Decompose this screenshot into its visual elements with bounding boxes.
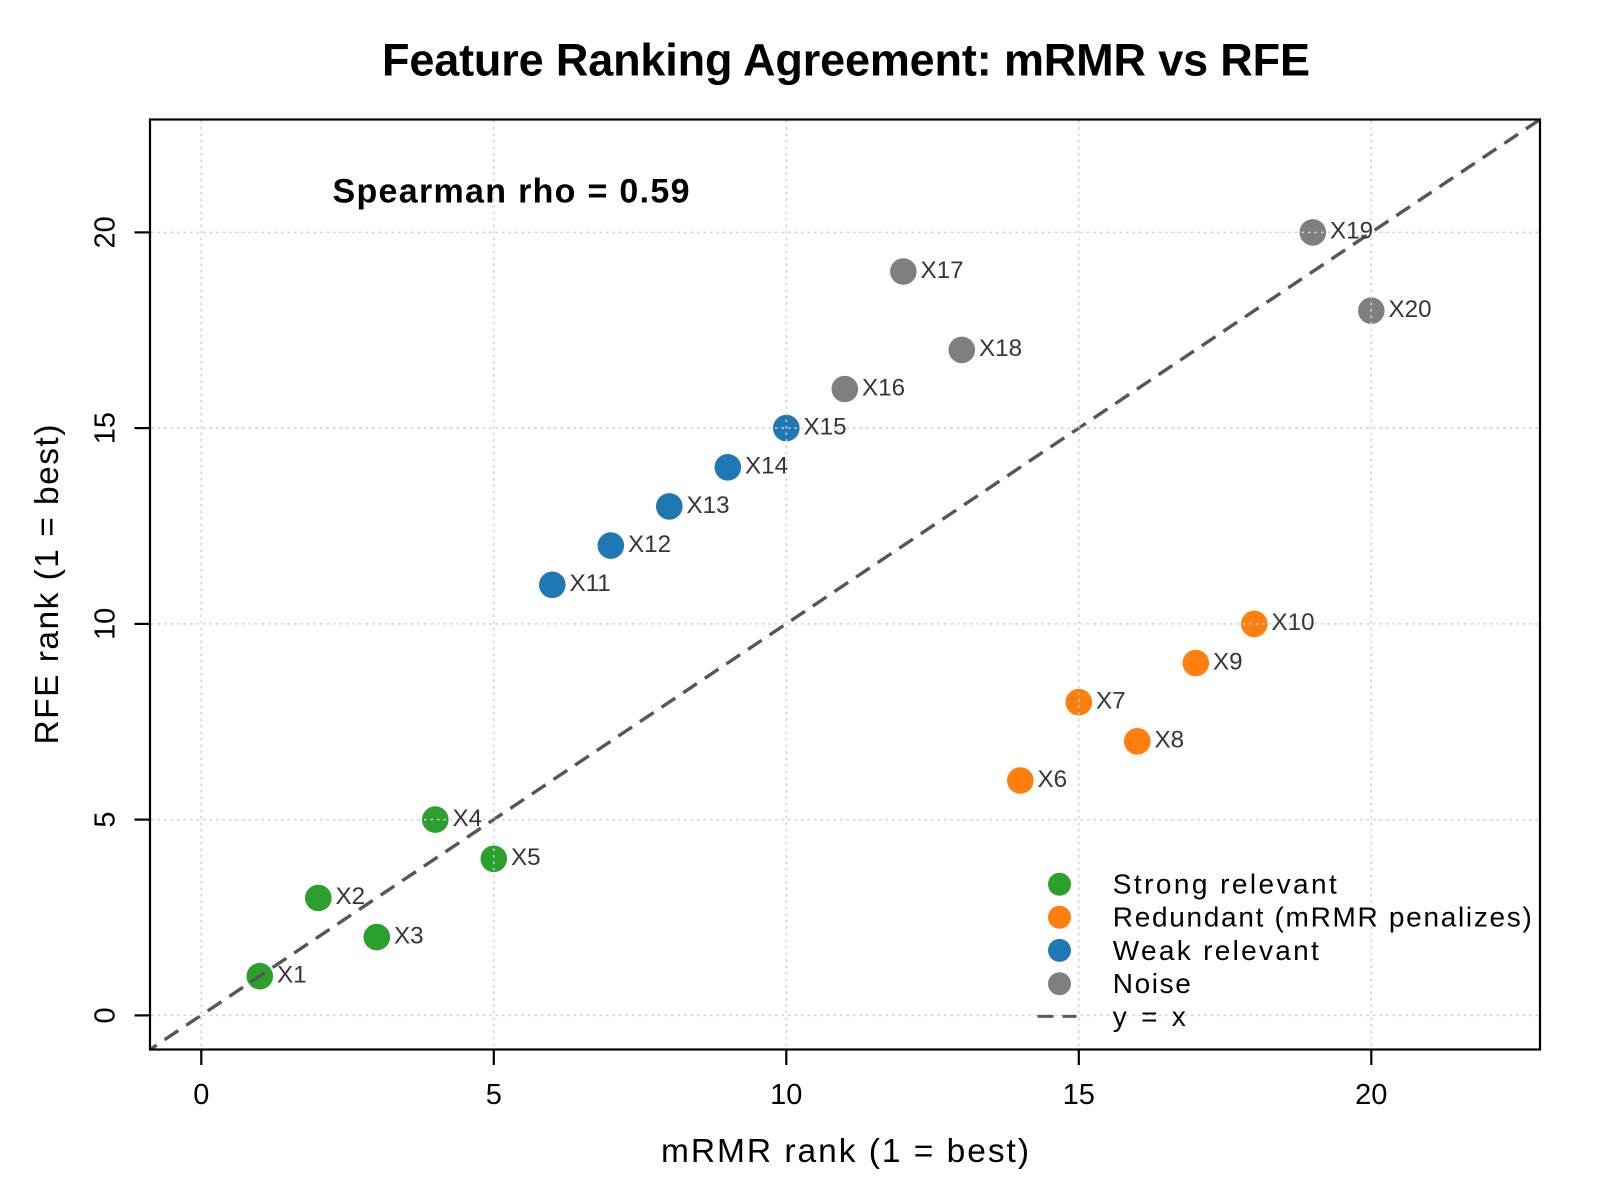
svg-text:20: 20 [1355, 1079, 1387, 1111]
svg-text:X16: X16 [862, 374, 905, 401]
svg-text:X2: X2 [336, 883, 366, 910]
svg-text:X17: X17 [921, 257, 964, 284]
svg-text:mRMR rank (1 = best): mRMR rank (1 = best) [661, 1133, 1029, 1170]
svg-text:X11: X11 [570, 570, 611, 597]
svg-text:10: 10 [770, 1079, 802, 1111]
svg-text:Feature Ranking Agreement: mRM: Feature Ranking Agreement: mRMR vs RFE [382, 35, 1310, 86]
svg-text:X10: X10 [1272, 609, 1315, 636]
svg-text:X19: X19 [1330, 218, 1373, 245]
svg-text:10: 10 [90, 608, 122, 640]
svg-text:20: 20 [90, 216, 122, 248]
svg-text:X14: X14 [745, 453, 788, 480]
svg-text:X5: X5 [511, 844, 541, 871]
svg-text:X1: X1 [277, 962, 307, 989]
svg-text:Noise: Noise [1113, 968, 1191, 999]
svg-text:X9: X9 [1213, 648, 1243, 675]
svg-text:X18: X18 [979, 335, 1022, 362]
svg-text:0: 0 [90, 1007, 122, 1023]
svg-text:X6: X6 [1038, 766, 1068, 793]
svg-text:X15: X15 [804, 413, 847, 440]
svg-text:X20: X20 [1389, 296, 1432, 323]
svg-text:y = x: y = x [1113, 1001, 1186, 1032]
svg-text:X8: X8 [1155, 727, 1185, 754]
svg-text:X12: X12 [628, 531, 671, 558]
svg-text:0: 0 [193, 1079, 209, 1111]
svg-text:Strong relevant: Strong relevant [1113, 869, 1337, 900]
svg-text:5: 5 [486, 1079, 502, 1111]
svg-text:15: 15 [90, 412, 122, 444]
svg-text:X4: X4 [453, 805, 483, 832]
svg-text:RFE rank (1 = best): RFE rank (1 = best) [29, 425, 66, 745]
svg-text:5: 5 [90, 812, 122, 828]
svg-text:X7: X7 [1096, 688, 1126, 715]
svg-text:X3: X3 [394, 922, 424, 949]
svg-text:Weak relevant: Weak relevant [1113, 935, 1319, 966]
svg-text:Redundant (mRMR penalizes): Redundant (mRMR penalizes) [1113, 902, 1532, 933]
svg-text:15: 15 [1063, 1079, 1095, 1111]
svg-text:Spearman rho = 0.59: Spearman rho = 0.59 [333, 173, 690, 211]
svg-text:X13: X13 [687, 492, 730, 519]
